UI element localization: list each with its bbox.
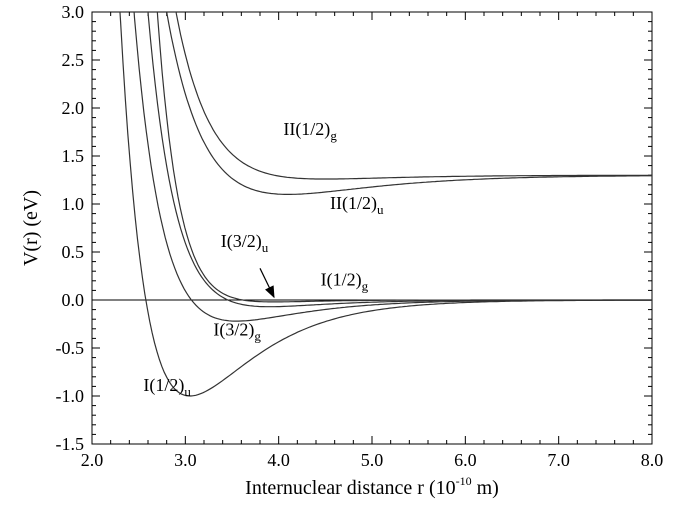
svg-text:0.5: 0.5: [62, 242, 85, 262]
curve-ii12_g: [174, 0, 652, 179]
label-I32-u: I(3/2)u: [221, 231, 269, 255]
potential-curves-chart: 2.0 3.0 4.0 5.0 6.0 7.0 8.0 -1.5 -1.0 -0.5 0.0 0.5 1…: [0, 0, 676, 518]
curve-i32_u: [156, 0, 653, 302]
svg-text:-1.0: -1.0: [56, 386, 85, 406]
svg-text:0.0: 0.0: [62, 290, 85, 310]
svg-text:-0.5: -0.5: [56, 338, 85, 358]
svg-text:1.0: 1.0: [62, 194, 85, 214]
curve-i12_u: [118, 0, 652, 396]
label-I32-g: I(3/2)g: [213, 320, 261, 344]
svg-text:2.5: 2.5: [62, 50, 85, 70]
label-II12-u: II(1/2)u: [330, 193, 384, 217]
svg-text:-1.5: -1.5: [56, 434, 85, 454]
curve-ii12_u: [165, 0, 652, 194]
svg-text:6.0: 6.0: [454, 450, 477, 470]
label-I12-g: I(1/2)g: [321, 270, 369, 294]
pointer-arrow: [260, 268, 274, 297]
svg-text:8.0: 8.0: [641, 450, 664, 470]
svg-text:5.0: 5.0: [361, 450, 384, 470]
svg-text:3.0: 3.0: [62, 2, 85, 22]
svg-text:3.0: 3.0: [174, 450, 197, 470]
label-I12-u: I(1/2)u: [143, 375, 191, 399]
y-axis-title: V(r) (eV): [20, 190, 42, 266]
label-II12-g: II(1/2)g: [283, 119, 337, 143]
svg-text:2.0: 2.0: [62, 98, 85, 118]
curve-i32_g: [132, 0, 652, 321]
curve-i12_g: [146, 0, 652, 307]
svg-text:2.0: 2.0: [81, 450, 104, 470]
svg-text:7.0: 7.0: [547, 450, 570, 470]
svg-text:4.0: 4.0: [267, 450, 290, 470]
x-axis-title: Internuclear distance r (10-10 m): [245, 474, 499, 499]
svg-text:1.5: 1.5: [62, 146, 85, 166]
